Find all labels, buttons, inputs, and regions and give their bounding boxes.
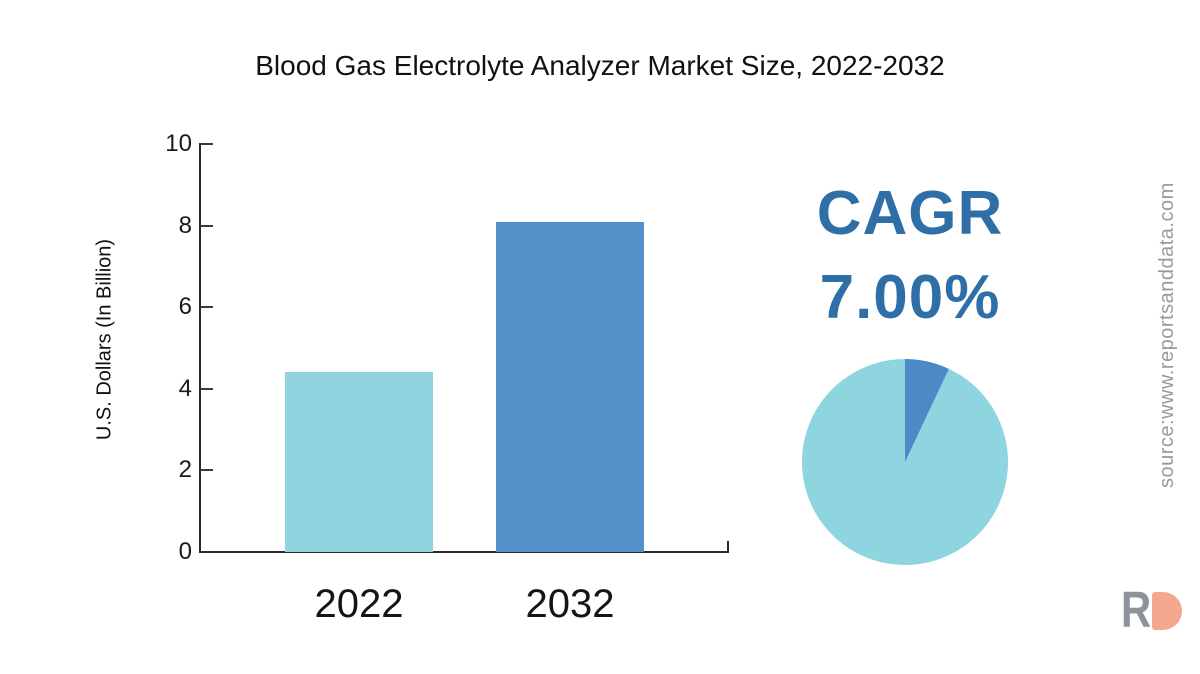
pie-chart bbox=[802, 359, 1008, 565]
x-axis-end-tick bbox=[727, 541, 729, 553]
x-axis-line bbox=[199, 551, 729, 553]
logo-d-shape-icon bbox=[1152, 592, 1182, 630]
y-tick-label-8: 8 bbox=[178, 211, 192, 239]
y-axis-line bbox=[199, 143, 201, 553]
y-tick-label-10: 10 bbox=[165, 130, 192, 157]
y-tick-label-0: 0 bbox=[178, 538, 192, 565]
y-tick-mark-8 bbox=[201, 224, 213, 227]
y-tick-mark-10 bbox=[201, 143, 213, 145]
x-category-label-2032: 2032 bbox=[525, 582, 615, 626]
y-tick-label-2: 2 bbox=[178, 456, 192, 484]
bar-2032 bbox=[496, 221, 644, 552]
cagr-label: CAGR bbox=[816, 179, 1004, 248]
y-tick-label-4: 4 bbox=[178, 374, 192, 402]
y-tick-mark-2 bbox=[201, 469, 213, 472]
y-tick-mark-4 bbox=[201, 387, 213, 390]
source-watermark: source:www.reportsanddata.com bbox=[1156, 182, 1178, 488]
cagr-annotation: CAGR 7.00% bbox=[765, 172, 1055, 340]
logo-letter-r: R bbox=[1121, 581, 1152, 638]
y-tick-label-6: 6 bbox=[178, 293, 192, 321]
chart-title: Blood Gas Electrolyte Analyzer Market Si… bbox=[255, 50, 945, 81]
y-tick-mark-6 bbox=[201, 306, 213, 309]
reports-and-data-logo: R bbox=[1110, 580, 1200, 640]
x-category-label-2022: 2022 bbox=[314, 582, 404, 626]
cagr-value: 7.00% bbox=[819, 263, 1001, 332]
bar-2022 bbox=[285, 372, 433, 552]
y-axis-title: U.S. Dollars (In Billion) bbox=[93, 238, 116, 441]
